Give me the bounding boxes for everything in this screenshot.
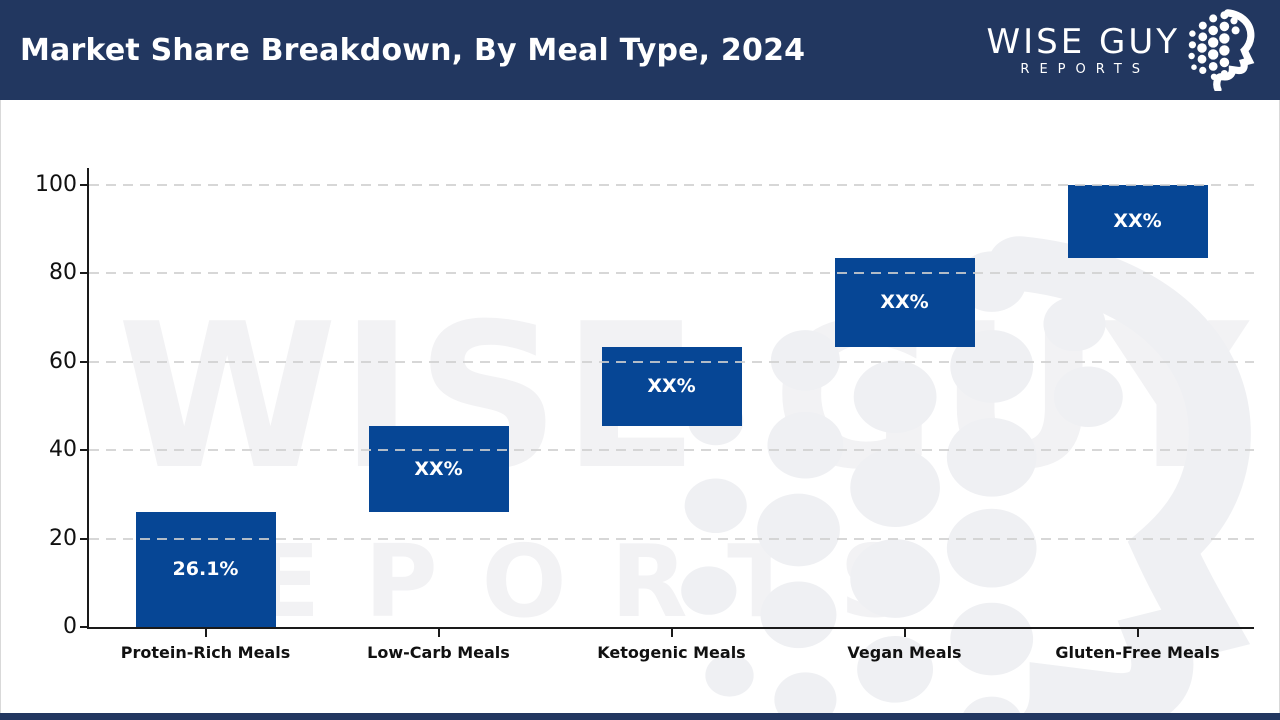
- wiseguy-logo: WISE GUY REPORTS: [986, 9, 1262, 91]
- x-axis-line: [87, 627, 1254, 629]
- y-tick-label-20: 20: [49, 525, 77, 551]
- bar-value-label: XX%: [414, 457, 463, 480]
- y-tick-80: [80, 272, 89, 275]
- gridline-100: [89, 184, 1254, 186]
- x-tick-1: [204, 629, 207, 637]
- gridline-40: [89, 449, 1254, 452]
- y-tick-100: [80, 184, 89, 186]
- category-label-gluten-free-meals: Gluten-Free Meals: [1055, 643, 1220, 662]
- bar-ketogenic-meals: XX%: [601, 346, 742, 426]
- watermark-head-graphic: [681, 236, 1251, 713]
- category-label-low-carb-meals: Low-Carb Meals: [367, 643, 510, 662]
- bar-value-label: 26.1%: [172, 558, 239, 581]
- footer-band: [0, 713, 1280, 720]
- x-tick-5: [1136, 629, 1139, 637]
- gridline-60: [89, 360, 1254, 363]
- y-tick-40: [80, 449, 89, 452]
- logo-secondary-text: REPORTS: [1020, 61, 1151, 77]
- x-tick-2: [437, 629, 440, 637]
- x-tick-4: [903, 629, 906, 637]
- head-profile: [1213, 9, 1255, 91]
- wiseguy-head-icon: [1188, 9, 1255, 91]
- wiseguy-logo-text: WISE GUY REPORTS: [986, 25, 1180, 76]
- y-tick-label-60: 60: [49, 348, 77, 374]
- y-axis-line: [87, 168, 89, 629]
- category-label-ketogenic-meals: Ketogenic Meals: [597, 643, 746, 662]
- gridline-20: [89, 537, 1254, 540]
- bar-value-label: XX%: [1113, 210, 1162, 233]
- category-label-vegan-meals: Vegan Meals: [847, 643, 962, 662]
- plot-area: WISE GUY REPORTS 26.1%XX%XX%XX%XX%020406…: [0, 100, 1280, 713]
- category-label-protein-rich-meals: Protein-Rich Meals: [120, 643, 291, 662]
- bar-value-label: XX%: [647, 375, 696, 398]
- bar-low-carb-meals: XX%: [368, 425, 509, 512]
- x-tick-3: [670, 629, 673, 637]
- chart-title: Market Share Breakdown, By Meal Type, 20…: [20, 32, 806, 68]
- bar-protein-rich-meals: 26.1%: [135, 511, 276, 627]
- y-tick-20: [80, 537, 89, 540]
- gridline-80: [89, 272, 1254, 275]
- y-tick-label-100: 100: [35, 172, 77, 197]
- bar-vegan-meals: XX%: [834, 257, 975, 347]
- y-tick-label-0: 0: [63, 614, 77, 639]
- bar-gluten-free-meals: XX%: [1067, 185, 1208, 258]
- header: Market Share Breakdown, By Meal Type, 20…: [0, 0, 1280, 100]
- bar-value-label: XX%: [880, 291, 929, 314]
- y-tick-0: [80, 626, 89, 628]
- y-tick-60: [80, 360, 89, 363]
- y-tick-label-40: 40: [49, 437, 77, 463]
- logo-primary-text: WISE GUY: [986, 21, 1180, 62]
- y-tick-label-80: 80: [49, 260, 77, 286]
- head-dots: [1188, 11, 1240, 80]
